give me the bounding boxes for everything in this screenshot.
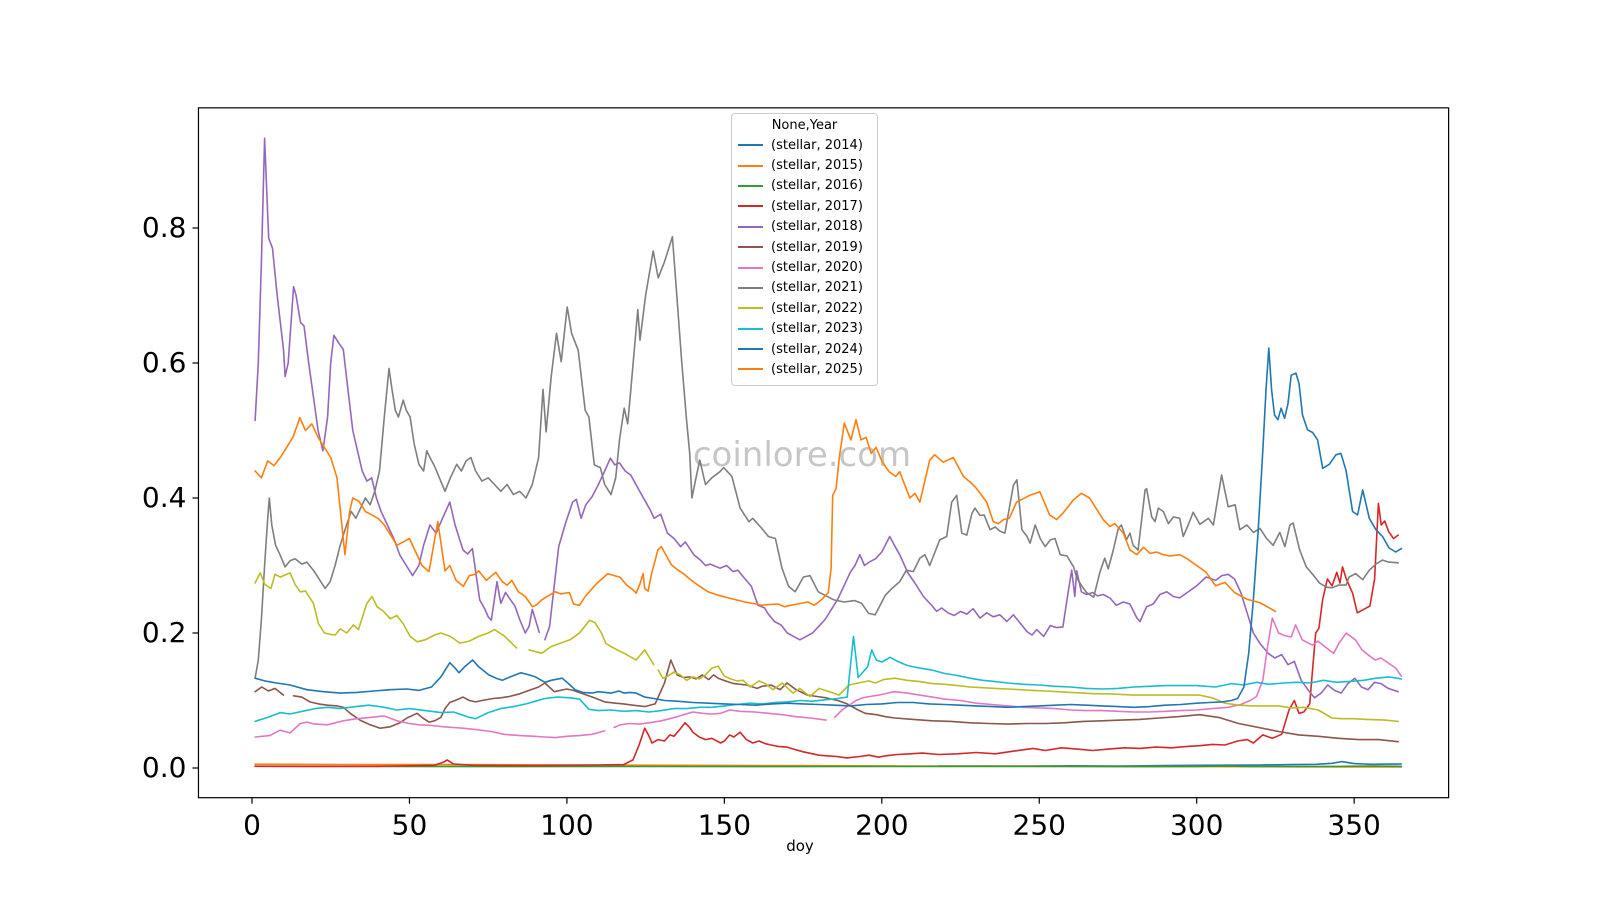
legend-line-swatch-icon	[738, 307, 763, 310]
series-lines	[254, 137, 1403, 768]
legend-item: (stellar, 2023)	[738, 319, 871, 339]
legend-label: (stellar, 2025)	[771, 361, 863, 377]
legend-item: (stellar, 2016)	[738, 176, 871, 196]
legend-line-swatch-icon	[738, 327, 763, 330]
x-tick-label: 250	[1013, 809, 1066, 842]
legend-line-swatch-icon	[738, 164, 763, 167]
legend-item: (stellar, 2018)	[738, 217, 871, 237]
x-tick-label: 350	[1327, 809, 1380, 842]
legend-label: (stellar, 2016)	[771, 178, 863, 194]
y-tick-label: 0.8	[142, 211, 187, 244]
y-tick-label: 0.2	[142, 616, 187, 649]
series-line-stellar-2020	[254, 617, 1403, 739]
legend-label: (stellar, 2021)	[771, 280, 863, 296]
x-tick-label: 0	[243, 809, 261, 842]
series-line-stellar-2025	[254, 416, 1277, 613]
axes-spines	[197, 107, 1450, 799]
legend-line-swatch-icon	[738, 286, 763, 289]
x-tick-label: 300	[1170, 809, 1223, 842]
legend-label: (stellar, 2015)	[771, 158, 863, 174]
legend-line-swatch-icon	[738, 225, 763, 228]
watermark: coinlore.com	[693, 435, 911, 475]
legend-item: (stellar, 2017)	[738, 196, 871, 216]
legend-line-swatch-icon	[738, 246, 763, 249]
series-line-stellar-2018	[254, 137, 1399, 699]
legend-item: (stellar, 2014)	[738, 135, 871, 155]
series-line-stellar-2023	[254, 635, 1403, 723]
legend-line-swatch-icon	[738, 266, 763, 269]
x-tick-label: 100	[540, 809, 593, 842]
legend-item: (stellar, 2020)	[738, 257, 871, 277]
legend-item: (stellar, 2021)	[738, 278, 871, 298]
legend-label: (stellar, 2019)	[771, 239, 863, 255]
x-tick-label: 200	[855, 809, 908, 842]
legend-item: (stellar, 2019)	[738, 237, 871, 257]
series-line-stellar-2022	[254, 572, 1399, 723]
legend: None,Year (stellar, 2014) (stellar, 2015)…	[731, 113, 878, 386]
legend-item: (stellar, 2025)	[738, 359, 871, 379]
legend-label: (stellar, 2024)	[771, 341, 863, 357]
legend-label: (stellar, 2014)	[771, 137, 863, 153]
series-line-stellar-2024	[254, 347, 1403, 709]
plot-frame	[197, 107, 1450, 799]
y-tick-label: 0.4	[142, 481, 187, 514]
x-tick-label: 50	[392, 809, 428, 842]
legend-line-swatch-icon	[738, 348, 763, 351]
legend-items: (stellar, 2014) (stellar, 2015) (stellar, …	[738, 135, 871, 380]
legend-item: (stellar, 2015)	[738, 155, 871, 175]
y-tick-label: 0.6	[142, 346, 187, 379]
legend-line-swatch-icon	[738, 144, 763, 147]
series-line-stellar-2019	[254, 659, 1399, 743]
series-line-stellar-2017	[254, 502, 1399, 768]
axis-ticks: 0 50 100 150 200 250 300 350 0.0 0.2 0.4 0.6 0.8	[142, 211, 1381, 841]
legend-label: (stellar, 2023)	[771, 321, 863, 337]
x-tick-label: 150	[698, 809, 751, 842]
legend-item: (stellar, 2022)	[738, 298, 871, 318]
x-axis-label: doy	[786, 837, 814, 855]
legend-line-swatch-icon	[738, 184, 763, 187]
legend-label: (stellar, 2017)	[771, 198, 863, 214]
legend-label: (stellar, 2022)	[771, 300, 863, 316]
legend-title: None,Year	[771, 118, 838, 133]
legend-item: (stellar, 2024)	[738, 339, 871, 359]
legend-line-swatch-icon	[738, 368, 763, 371]
legend-label: (stellar, 2018)	[771, 219, 863, 235]
legend-label: (stellar, 2020)	[771, 260, 863, 276]
series-line-stellar-2016	[254, 765, 1403, 768]
series-line-stellar-2014	[937, 760, 1403, 767]
y-tick-label: 0.0	[142, 751, 187, 784]
legend-line-swatch-icon	[738, 205, 763, 208]
series-line-stellar-2021	[254, 236, 1399, 679]
